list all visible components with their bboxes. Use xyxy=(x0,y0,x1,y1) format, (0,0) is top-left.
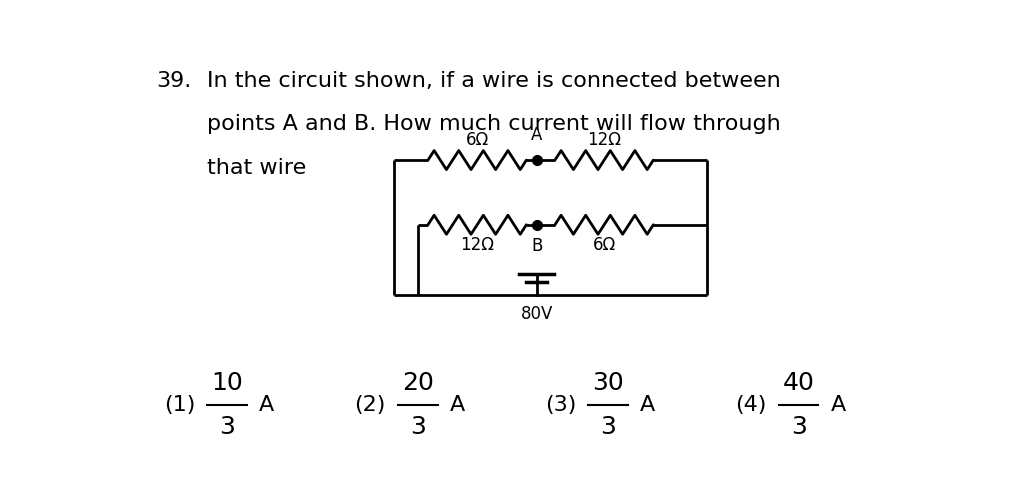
Text: 39.: 39. xyxy=(156,71,191,91)
Text: (3): (3) xyxy=(545,395,577,415)
Text: A: A xyxy=(450,395,465,415)
Text: A: A xyxy=(830,395,846,415)
Text: that wire: that wire xyxy=(207,158,306,178)
Text: 6Ω: 6Ω xyxy=(593,236,615,253)
Text: points A and B. How much current will flow through: points A and B. How much current will fl… xyxy=(207,115,781,134)
Text: (1): (1) xyxy=(164,395,196,415)
Text: 30: 30 xyxy=(592,371,624,395)
Text: 3: 3 xyxy=(219,415,236,440)
Text: 10: 10 xyxy=(211,371,243,395)
Text: 12Ω: 12Ω xyxy=(460,236,495,253)
Text: B: B xyxy=(531,237,543,255)
Text: A: A xyxy=(531,126,543,144)
Text: 3: 3 xyxy=(410,415,426,440)
Text: In the circuit shown, if a wire is connected between: In the circuit shown, if a wire is conne… xyxy=(207,71,781,91)
Text: 3: 3 xyxy=(791,415,807,440)
Text: 80V: 80V xyxy=(520,305,553,323)
Text: 3: 3 xyxy=(600,415,616,440)
Text: 40: 40 xyxy=(782,371,814,395)
Text: 6Ω: 6Ω xyxy=(466,131,488,149)
Text: A: A xyxy=(259,395,274,415)
Text: 12Ω: 12Ω xyxy=(587,131,622,149)
Text: (4): (4) xyxy=(735,395,767,415)
Text: (2): (2) xyxy=(354,395,386,415)
Text: A: A xyxy=(640,395,655,415)
Text: 20: 20 xyxy=(401,371,433,395)
